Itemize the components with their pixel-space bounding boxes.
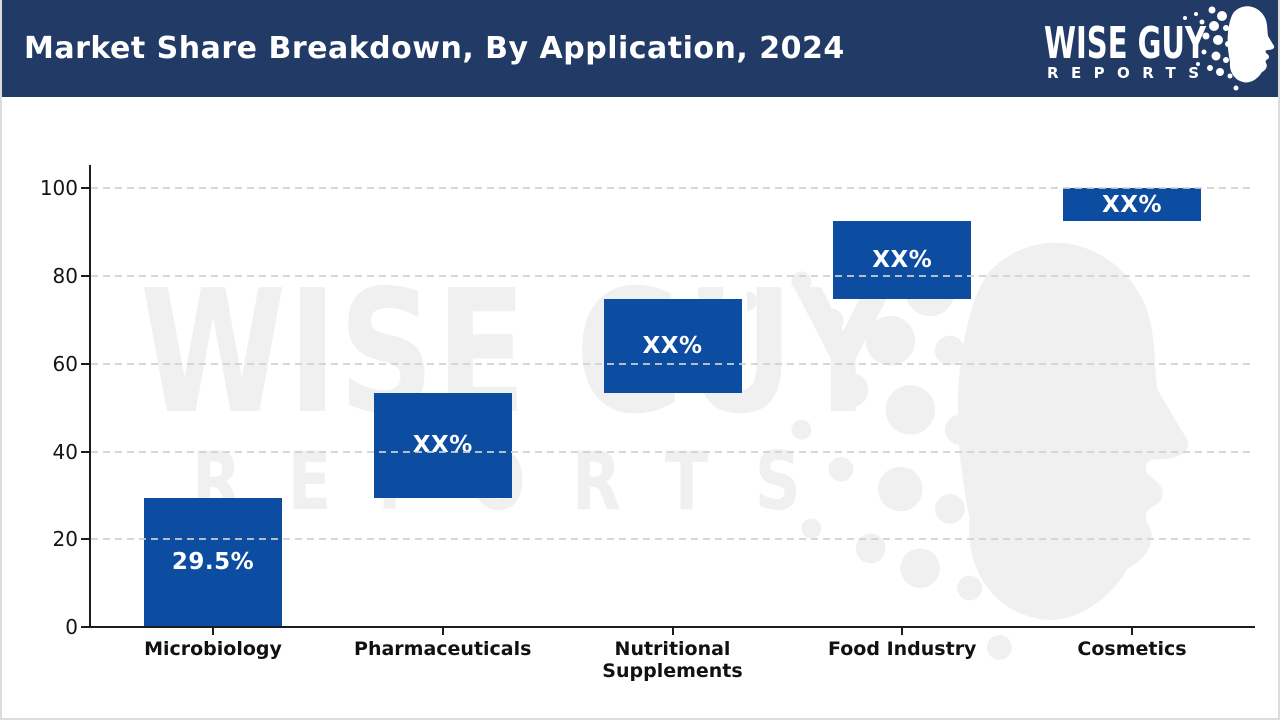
y-axis-line (89, 165, 91, 628)
y-tick-80 (81, 275, 89, 278)
x-category-label-line: Pharmaceuticals (354, 638, 532, 660)
x-category-label-line: Supplements (602, 660, 743, 682)
logo-head-icon (1183, 6, 1275, 91)
bar-segment-1: 29.5% (144, 497, 282, 627)
x-category-label-2: Pharmaceuticals (327, 638, 559, 660)
gridline-40 (91, 450, 1255, 453)
y-tick-60 (81, 362, 89, 365)
y-tick-20 (81, 538, 89, 541)
x-tick-1 (212, 628, 214, 635)
bar-segment-2: XX% (373, 393, 512, 498)
y-tick-label-100: 100 (39, 176, 78, 201)
bar-segment-5: XX% (1063, 188, 1201, 221)
y-tick-label-80: 80 (52, 264, 78, 289)
y-tick-100 (81, 187, 89, 190)
gridline-100 (91, 187, 1255, 190)
wise-guy-reports-logo: WISE GUY REPORTS (1044, 6, 1275, 91)
y-tick-label-0: 0 (65, 615, 78, 639)
gridline-20 (91, 538, 1255, 541)
header-band: Market Share Breakdown, By Application, … (2, 0, 1278, 97)
x-category-label-3: Nutritional Supplements (557, 638, 789, 682)
y-tick-40 (81, 450, 89, 453)
x-category-label-line: Cosmetics (1077, 638, 1187, 660)
bar-segment-3: XX% (603, 299, 742, 394)
bar-value-label: 29.5% (171, 549, 255, 576)
x-tick-3 (671, 628, 674, 635)
y-tick-label-60: 60 (52, 351, 78, 376)
x-category-label-line: Nutritional (614, 638, 731, 660)
x-category-label-line: Food Industry (828, 638, 977, 660)
gridline-80 (91, 275, 1255, 278)
logo-wordmark: WISE GUY (1044, 18, 1207, 69)
bar-value-label: XX% (872, 247, 933, 273)
x-category-label-line: Microbiology (144, 638, 282, 660)
bar-segment-4: XX% (833, 220, 972, 300)
x-category-label-5: Cosmetics (1016, 638, 1248, 660)
x-tick-2 (441, 628, 444, 635)
chart-title: Market Share Breakdown, By Application, … (24, 31, 845, 66)
x-category-label-4: Food Industry (786, 638, 1018, 660)
bar-value-label: XX% (412, 432, 473, 459)
bar-value-label: XX% (1101, 191, 1162, 218)
y-tick-0 (81, 626, 89, 628)
x-tick-4 (901, 628, 904, 635)
x-axis-line (89, 626, 1255, 628)
x-tick-5 (1131, 628, 1133, 635)
bar-value-label: XX% (642, 333, 703, 360)
gridline-60 (91, 362, 1255, 365)
y-tick-label-40: 40 (52, 439, 78, 464)
y-tick-label-20: 20 (52, 527, 78, 552)
x-category-label-1: Microbiology (97, 638, 329, 660)
